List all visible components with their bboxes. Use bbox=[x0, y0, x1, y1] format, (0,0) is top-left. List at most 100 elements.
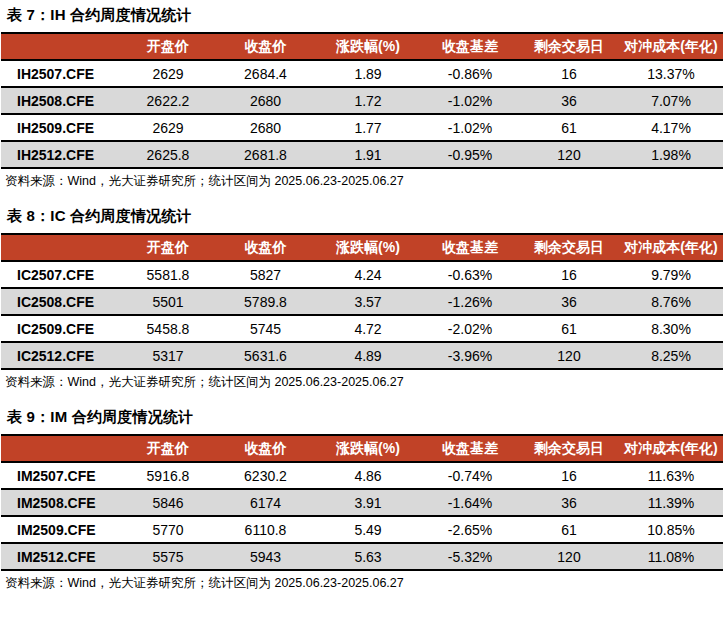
table-row: IM2507.CFE5916.86230.24.86-0.74%1611.63% bbox=[1, 462, 723, 489]
value-cell: -5.32% bbox=[420, 543, 520, 570]
table-row: IH2512.CFE2625.82681.81.91-0.95%1201.98% bbox=[1, 141, 723, 168]
value-cell: 5.63 bbox=[316, 543, 420, 570]
value-cell: 5770 bbox=[121, 516, 215, 543]
column-header: 剩余交易日 bbox=[520, 234, 618, 261]
table-title: 表 7：IH 合约周度情况统计 bbox=[1, 2, 722, 32]
value-cell: 5317 bbox=[121, 342, 215, 369]
column-header: 收盘基差 bbox=[420, 33, 520, 60]
column-header: 收盘价 bbox=[215, 33, 316, 60]
contract-name: IH2507.CFE bbox=[1, 60, 121, 87]
value-cell: 120 bbox=[520, 141, 618, 168]
value-cell: 8.30% bbox=[618, 315, 723, 342]
column-header: 收盘价 bbox=[215, 435, 316, 462]
column-header: 对冲成本(年化) bbox=[618, 234, 723, 261]
value-cell: 5827 bbox=[215, 261, 316, 288]
value-cell: 4.24 bbox=[316, 261, 420, 288]
value-cell: -2.65% bbox=[420, 516, 520, 543]
table-row: IC2509.CFE5458.857454.72-2.02%618.30% bbox=[1, 315, 723, 342]
value-cell: 8.76% bbox=[618, 288, 723, 315]
value-cell: 10.85% bbox=[618, 516, 723, 543]
value-cell: 4.17% bbox=[618, 114, 723, 141]
value-cell: 2629 bbox=[121, 114, 215, 141]
value-cell: 61 bbox=[520, 516, 618, 543]
value-cell: 2625.8 bbox=[121, 141, 215, 168]
value-cell: -0.95% bbox=[420, 141, 520, 168]
data-table-ic: 开盘价收盘价涨跌幅(%)收盘基差剩余交易日对冲成本(年化) IC2507.CFE… bbox=[1, 233, 723, 370]
column-header: 涨跌幅(%) bbox=[316, 33, 420, 60]
table-row: IC2508.CFE55015789.83.57-1.26%368.76% bbox=[1, 288, 723, 315]
value-cell: -1.64% bbox=[420, 489, 520, 516]
value-cell: 11.39% bbox=[618, 489, 723, 516]
table-title: 表 9：IM 合约周度情况统计 bbox=[1, 402, 722, 434]
value-cell: 120 bbox=[520, 543, 618, 570]
source-note: 资料来源：Wind，光大证券研究所；统计区间为 2025.06.23-2025.… bbox=[1, 370, 722, 400]
column-header: 剩余交易日 bbox=[520, 33, 618, 60]
column-header: 涨跌幅(%) bbox=[316, 234, 420, 261]
value-cell: -1.02% bbox=[420, 87, 520, 114]
column-header: 开盘价 bbox=[121, 33, 215, 60]
column-header: 收盘价 bbox=[215, 234, 316, 261]
value-cell: 2622.2 bbox=[121, 87, 215, 114]
value-cell: 2684.4 bbox=[215, 60, 316, 87]
value-cell: 1.91 bbox=[316, 141, 420, 168]
source-note: 资料来源：Wind，光大证券研究所；统计区间为 2025.06.23-2025.… bbox=[1, 169, 722, 199]
value-cell: 1.89 bbox=[316, 60, 420, 87]
value-cell: 16 bbox=[520, 60, 618, 87]
column-header bbox=[1, 33, 121, 60]
report-page: 表 7：IH 合约周度情况统计 开盘价收盘价涨跌幅(%)收盘基差剩余交易日对冲成… bbox=[0, 0, 723, 601]
value-cell: 6230.2 bbox=[215, 462, 316, 489]
value-cell: 4.89 bbox=[316, 342, 420, 369]
value-cell: 5789.8 bbox=[215, 288, 316, 315]
contract-name: IH2508.CFE bbox=[1, 87, 121, 114]
value-cell: -0.74% bbox=[420, 462, 520, 489]
column-header: 开盘价 bbox=[121, 234, 215, 261]
data-table-ih: 开盘价收盘价涨跌幅(%)收盘基差剩余交易日对冲成本(年化) IH2507.CFE… bbox=[1, 32, 723, 169]
table-header-row: 开盘价收盘价涨跌幅(%)收盘基差剩余交易日对冲成本(年化) bbox=[1, 33, 723, 60]
value-cell: 2680 bbox=[215, 87, 316, 114]
value-cell: 5.49 bbox=[316, 516, 420, 543]
value-cell: 2680 bbox=[215, 114, 316, 141]
value-cell: 8.25% bbox=[618, 342, 723, 369]
column-header: 对冲成本(年化) bbox=[618, 33, 723, 60]
column-header: 收盘基差 bbox=[420, 234, 520, 261]
contract-name: IH2512.CFE bbox=[1, 141, 121, 168]
table-row: IH2509.CFE262926801.77-1.02%614.17% bbox=[1, 114, 723, 141]
column-header: 涨跌幅(%) bbox=[316, 435, 420, 462]
value-cell: -0.86% bbox=[420, 60, 520, 87]
value-cell: 120 bbox=[520, 342, 618, 369]
column-header bbox=[1, 435, 121, 462]
value-cell: 11.08% bbox=[618, 543, 723, 570]
value-cell: -0.63% bbox=[420, 261, 520, 288]
table-row: IM2508.CFE584661743.91-1.64%3611.39% bbox=[1, 489, 723, 516]
value-cell: 5846 bbox=[121, 489, 215, 516]
value-cell: 4.72 bbox=[316, 315, 420, 342]
value-cell: 36 bbox=[520, 489, 618, 516]
table-row: IC2507.CFE5581.858274.24-0.63%169.79% bbox=[1, 261, 723, 288]
table-row: IH2508.CFE2622.226801.72-1.02%367.07% bbox=[1, 87, 723, 114]
table-header-row: 开盘价收盘价涨跌幅(%)收盘基差剩余交易日对冲成本(年化) bbox=[1, 435, 723, 462]
contract-name: IH2509.CFE bbox=[1, 114, 121, 141]
value-cell: 6174 bbox=[215, 489, 316, 516]
value-cell: 5943 bbox=[215, 543, 316, 570]
value-cell: 1.98% bbox=[618, 141, 723, 168]
value-cell: 3.91 bbox=[316, 489, 420, 516]
value-cell: 61 bbox=[520, 114, 618, 141]
value-cell: -2.02% bbox=[420, 315, 520, 342]
column-header: 收盘基差 bbox=[420, 435, 520, 462]
column-header bbox=[1, 234, 121, 261]
contract-name: IM2509.CFE bbox=[1, 516, 121, 543]
table-row: IM2512.CFE557559435.63-5.32%12011.08% bbox=[1, 543, 723, 570]
value-cell: 5581.8 bbox=[121, 261, 215, 288]
value-cell: 5458.8 bbox=[121, 315, 215, 342]
table-section-ic: 表 8：IC 合约周度情况统计 开盘价收盘价涨跌幅(%)收盘基差剩余交易日对冲成… bbox=[1, 201, 722, 400]
table-row: IM2509.CFE57706110.85.49-2.65%6110.85% bbox=[1, 516, 723, 543]
value-cell: 5631.6 bbox=[215, 342, 316, 369]
contract-name: IM2508.CFE bbox=[1, 489, 121, 516]
column-header: 剩余交易日 bbox=[520, 435, 618, 462]
table-header-row: 开盘价收盘价涨跌幅(%)收盘基差剩余交易日对冲成本(年化) bbox=[1, 234, 723, 261]
table-section-ih: 表 7：IH 合约周度情况统计 开盘价收盘价涨跌幅(%)收盘基差剩余交易日对冲成… bbox=[1, 2, 722, 199]
data-table-im: 开盘价收盘价涨跌幅(%)收盘基差剩余交易日对冲成本(年化) IM2507.CFE… bbox=[1, 434, 723, 571]
value-cell: -1.26% bbox=[420, 288, 520, 315]
contract-name: IM2507.CFE bbox=[1, 462, 121, 489]
value-cell: 3.57 bbox=[316, 288, 420, 315]
